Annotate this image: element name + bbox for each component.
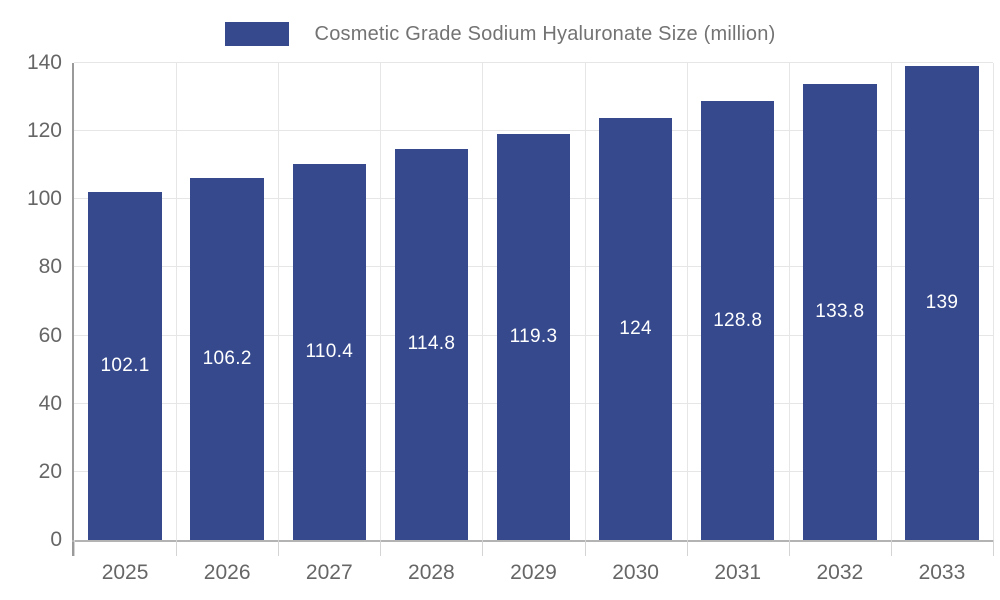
x-tick-mark bbox=[278, 540, 280, 556]
bar-value-label: 102.1 bbox=[100, 355, 150, 377]
gridline-vertical bbox=[788, 63, 790, 540]
y-tick-label: 80 bbox=[38, 255, 62, 279]
x-tick-label: 2028 bbox=[408, 561, 455, 584]
x-tick-mark bbox=[176, 540, 178, 556]
bar-2025: 102.1 bbox=[88, 192, 162, 540]
x-tick-label: 2025 bbox=[101, 561, 149, 584]
bar-2027: 110.4 bbox=[292, 163, 367, 540]
gridline-vertical bbox=[278, 63, 280, 540]
x-tick-mark bbox=[890, 540, 892, 556]
legend-label: Cosmetic Grade Sodium Hyaluronate Size (… bbox=[314, 22, 776, 45]
x-tick-mark bbox=[788, 540, 790, 556]
gridline-vertical bbox=[686, 63, 688, 540]
bar-value-label: 106.2 bbox=[202, 348, 252, 370]
bar-2026: 106.2 bbox=[190, 178, 264, 540]
y-tick-label: 40 bbox=[38, 391, 62, 415]
bar-value-label: 128.8 bbox=[713, 309, 763, 331]
gridline-vertical bbox=[380, 63, 382, 540]
y-tick-label: 100 bbox=[26, 187, 62, 211]
bar-value-label: 110.4 bbox=[305, 340, 354, 362]
legend-swatch bbox=[224, 22, 289, 46]
bar-2029: 119.3 bbox=[496, 133, 571, 540]
x-axis-line bbox=[72, 540, 993, 542]
x-tick-mark bbox=[380, 540, 382, 556]
bar-value-label: 124 bbox=[619, 317, 652, 339]
x-tick-mark bbox=[686, 540, 688, 556]
bar-2030: 124 bbox=[598, 117, 673, 540]
bar-2032: 133.8 bbox=[803, 84, 877, 540]
x-tick-label: 2030 bbox=[612, 561, 659, 584]
x-tick-label: 2032 bbox=[816, 561, 864, 584]
x-axis: 2025 2026 2027 2028 2029 2030 2031 2032 2033 bbox=[74, 540, 993, 600]
x-tick-mark bbox=[584, 540, 586, 556]
bar-2028: 114.8 bbox=[394, 148, 469, 540]
gridline-horizontal bbox=[74, 130, 993, 132]
gridline-vertical bbox=[176, 63, 178, 540]
gridline-vertical bbox=[890, 63, 892, 540]
y-tick-label: 0 bbox=[50, 528, 62, 551]
x-tick-mark bbox=[482, 540, 484, 556]
bar-2033: 139 bbox=[905, 66, 979, 540]
bar-value-label: 119.3 bbox=[509, 325, 558, 347]
x-tick-mark bbox=[993, 540, 994, 556]
y-tick-label: 20 bbox=[38, 459, 62, 483]
gridline-horizontal bbox=[74, 62, 993, 63]
x-tick-label: 2033 bbox=[918, 561, 966, 584]
gridline-vertical bbox=[482, 63, 484, 540]
y-tick-label: 60 bbox=[38, 323, 62, 347]
bar-value-label: 133.8 bbox=[815, 301, 865, 323]
y-tick-label: 120 bbox=[26, 119, 62, 143]
y-axis: 0 20 40 60 80 100 120 140 bbox=[0, 51, 74, 551]
x-tick-label: 2029 bbox=[510, 561, 557, 584]
gridline-vertical bbox=[993, 63, 994, 540]
gridline-vertical bbox=[584, 63, 586, 540]
bar-value-label: 114.8 bbox=[407, 333, 456, 355]
bar-value-label: 139 bbox=[925, 292, 959, 314]
plot-area: 102.1 106.2 110.4 114.8 119.3 124 128.8 133.8 13… bbox=[72, 62, 994, 556]
x-tick-label: 2031 bbox=[714, 561, 762, 584]
x-tick-mark bbox=[74, 540, 75, 556]
bar-2031: 128.8 bbox=[700, 101, 775, 540]
x-tick-label: 2027 bbox=[305, 561, 353, 584]
x-tick-label: 2026 bbox=[203, 561, 251, 584]
y-axis-line bbox=[72, 63, 74, 556]
y-tick-label: 140 bbox=[26, 51, 62, 74]
legend: Cosmetic Grade Sodium Hyaluronate Size (… bbox=[0, 14, 1000, 54]
